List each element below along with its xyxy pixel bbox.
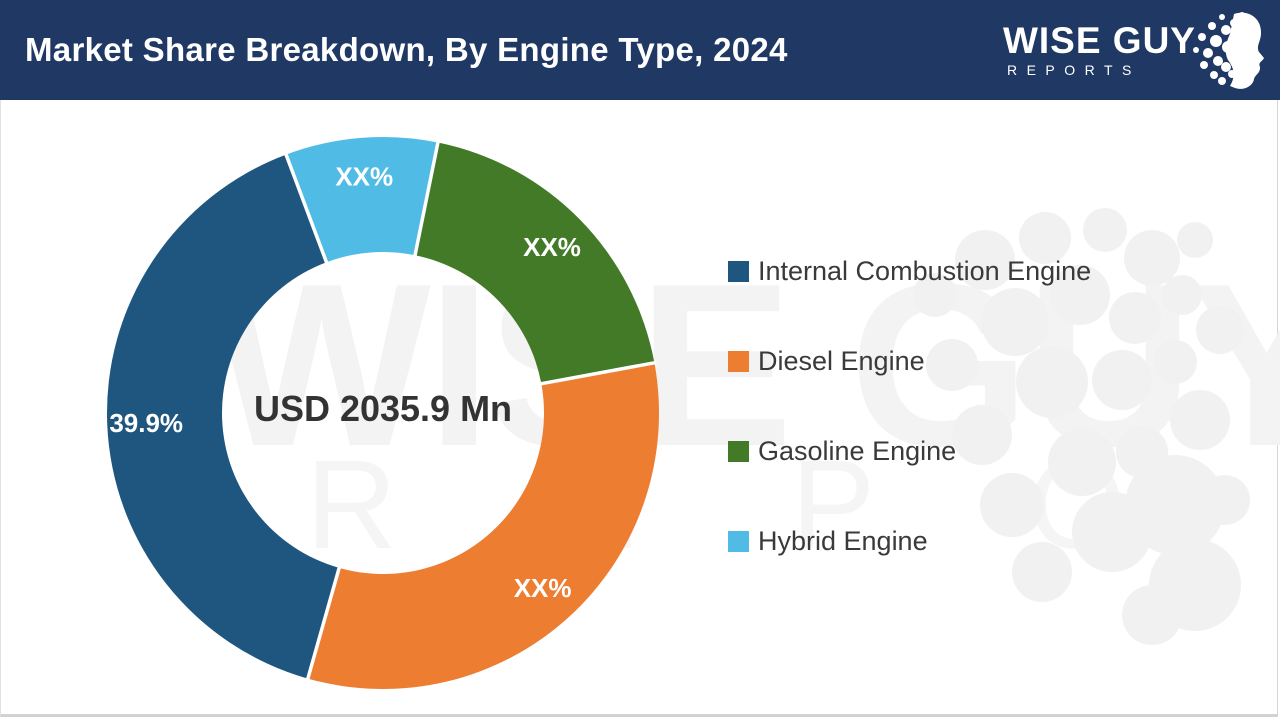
legend-swatch <box>728 530 749 552</box>
slice-value-diesel-engine: XX% <box>514 573 572 603</box>
slice-value-gasoline-engine: XX% <box>523 232 581 262</box>
slice-divider <box>305 565 342 681</box>
legend-swatch <box>728 350 749 372</box>
legend-item-diesel-engine[interactable]: Diesel Engine <box>728 316 1091 406</box>
donut-slice-gasoline-engine[interactable] <box>415 142 655 384</box>
slice-value-hybrid-engine: XX% <box>335 162 393 192</box>
slice-divider <box>283 152 329 265</box>
brand-face-icon <box>1193 12 1264 89</box>
slice-value-internal-combustion-engine: 39.9% <box>109 408 183 438</box>
donut-slice-internal-combustion-engine[interactable] <box>107 154 340 679</box>
legend-label: Internal Combustion Engine <box>758 255 1092 286</box>
slice-divider <box>539 360 657 386</box>
legend-swatch <box>728 260 749 282</box>
legend-label: Gasoline Engine <box>758 435 957 466</box>
slice-divider <box>412 140 441 258</box>
legend-item-hybrid-engine[interactable]: Hybrid Engine <box>728 496 1091 586</box>
legend: Internal Combustion Engine Diesel Engine G… <box>728 226 1091 586</box>
legend-swatch <box>728 440 749 462</box>
page-title: Market Share Breakdown, By Engine Type, … <box>25 31 788 68</box>
donut-center-value: USD 2035.9 Mn <box>253 388 513 429</box>
brand-subtitle: REPORTS <box>1006 62 1141 78</box>
donut-chart: 39.9% XX% XX% XX% <box>107 137 659 689</box>
brand-logo: WISE GUY REPORTS <box>1003 8 1270 92</box>
donut-slice-diesel-engine[interactable] <box>307 362 659 689</box>
brand-logo-text: WISE GUY REPORTS <box>1003 22 1196 78</box>
legend-item-internal-combustion-engine[interactable]: Internal Combustion Engine <box>728 226 1091 316</box>
legend-label: Hybrid Engine <box>758 525 928 556</box>
header-bar: Market Share Breakdown, By Engine Type, … <box>0 0 1280 100</box>
legend-item-gasoline-engine[interactable]: Gasoline Engine <box>728 406 1091 496</box>
brand-name: WISE GUY <box>1002 20 1196 61</box>
donut-slice-hybrid-engine[interactable] <box>286 137 438 263</box>
legend-label: Diesel Engine <box>758 345 925 376</box>
